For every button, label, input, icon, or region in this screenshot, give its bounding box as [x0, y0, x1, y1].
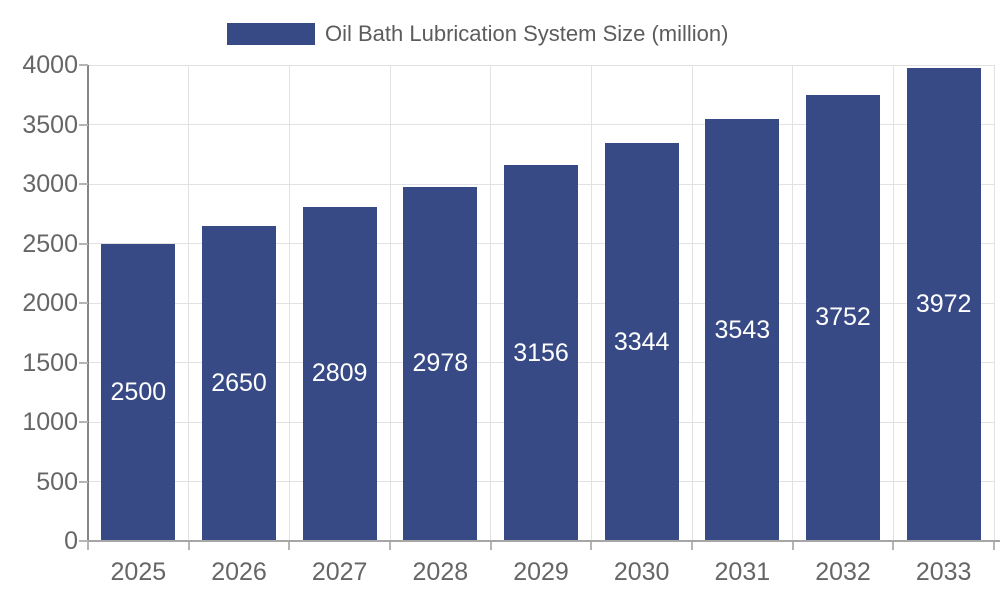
x-axis-tick-label: 2032: [815, 558, 871, 586]
x-gridline: [490, 65, 492, 541]
y-axis-tick-label: 3000: [22, 170, 78, 198]
x-gridline: [993, 65, 995, 541]
x-axis-tick: [389, 542, 391, 550]
x-axis-tick: [288, 542, 291, 550]
x-axis-line: [80, 540, 1000, 542]
x-gridline: [288, 65, 290, 541]
x-axis-tick: [691, 542, 693, 550]
bar-2031: 3543: [705, 119, 780, 541]
y-axis-tick-label: 500: [36, 467, 78, 496]
bar-value-label: 3543: [714, 315, 771, 344]
y-axis-tick-label: 4000: [22, 51, 78, 79]
y-gridline: [88, 124, 994, 125]
x-gridline: [389, 65, 391, 541]
y-axis-tick: [79, 123, 88, 126]
y-axis-tick: [79, 183, 88, 185]
x-axis-tick: [87, 542, 89, 550]
y-axis-tick: [79, 242, 88, 245]
bar-value-label: 3752: [815, 303, 871, 332]
x-axis-tick: [892, 542, 895, 550]
bar-value-label: 2809: [311, 359, 368, 388]
bar-2030: 3344: [604, 143, 679, 541]
legend-swatch-icon: [227, 23, 315, 45]
y-axis-tick-label: 1500: [22, 348, 78, 377]
y-axis-tick-label: 2500: [22, 229, 78, 258]
x-axis-tick-label: 2030: [613, 558, 670, 586]
bar-2033: 3972: [906, 68, 981, 541]
y-axis-tick-label: 3500: [22, 110, 78, 139]
bar-2032: 3752: [806, 94, 880, 541]
chart-legend: Oil Bath Lubrication System Size (millio…: [227, 22, 728, 46]
x-axis-tick-label: 2033: [915, 558, 972, 586]
bar-2027: 2809: [302, 206, 377, 541]
x-gridline: [188, 65, 190, 541]
x-gridline: [792, 65, 794, 541]
y-axis-tick-label: 0: [64, 527, 78, 555]
y-axis-tick: [79, 302, 88, 304]
plot-area: 2500 2650 2809 2978 3156 3344 3543 3752 3972: [88, 64, 995, 541]
bar-2028: 2978: [403, 186, 478, 541]
x-gridline: [590, 65, 592, 541]
bar-2025: 2500: [101, 243, 176, 541]
x-axis-tick-label: 2028: [412, 558, 469, 586]
y-axis-tick-label: 2000: [22, 289, 78, 317]
x-axis-tick: [791, 542, 794, 550]
bar-value-label: 3344: [613, 327, 670, 356]
legend-label: Oil Bath Lubrication System Size (millio…: [325, 21, 729, 46]
bar-value-label: 2650: [211, 368, 267, 397]
x-axis-tick: [993, 542, 995, 550]
bar-value-label: 2500: [110, 377, 167, 406]
x-gridline: [691, 65, 693, 541]
bar-2029: 3156: [504, 165, 578, 541]
x-axis-tick-label: 2027: [311, 558, 368, 586]
bar-value-label: 2978: [412, 349, 469, 378]
y-axis-line: [87, 65, 89, 541]
y-axis-tick: [79, 421, 88, 423]
x-axis-tick: [187, 542, 190, 550]
y-axis-tick: [79, 480, 88, 483]
y-axis-tick: [79, 540, 88, 542]
y-gridline: [88, 64, 994, 66]
x-axis-tick-label: 2029: [513, 558, 569, 586]
x-gridline: [892, 65, 894, 541]
bar-2026: 2650: [202, 225, 276, 541]
bar-value-label: 3972: [915, 290, 972, 319]
x-axis-tick: [489, 542, 492, 550]
x-axis-tick-label: 2026: [211, 558, 267, 586]
x-axis-tick: [590, 542, 593, 550]
x-axis-tick-label: 2025: [110, 558, 167, 586]
x-axis-tick-label: 2031: [714, 558, 771, 586]
y-axis-tick: [79, 361, 88, 364]
bar-value-label: 3156: [513, 338, 569, 367]
y-axis-tick: [79, 64, 88, 66]
y-axis-tick-label: 1000: [22, 408, 78, 436]
